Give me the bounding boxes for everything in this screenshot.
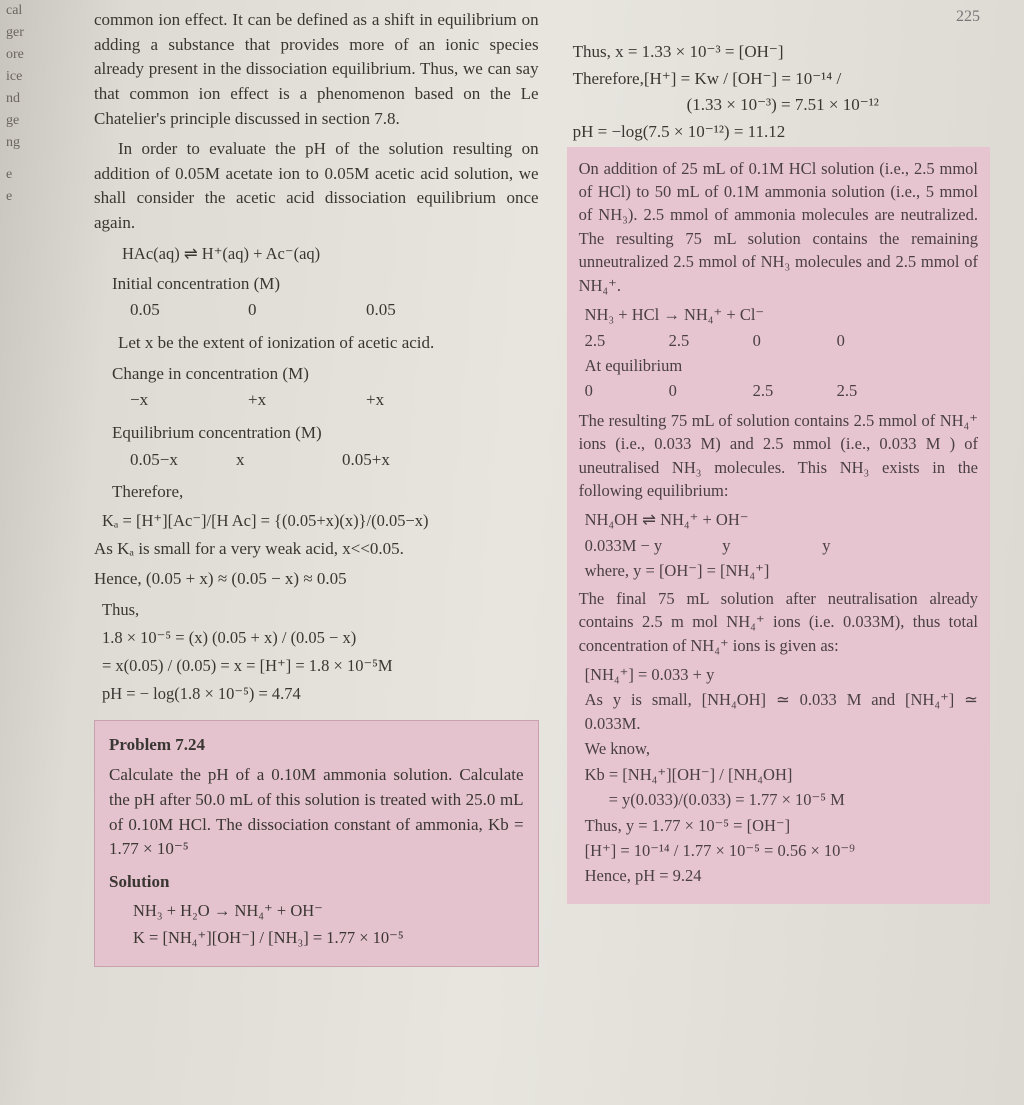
paragraph: Let x be the extent of ionization of ace…: [94, 331, 539, 356]
cell: 2.5: [585, 329, 625, 352]
cell: +x: [248, 388, 306, 413]
equation: NH₄OH ⇌ NH₄⁺ + OH⁻: [585, 508, 978, 531]
line: [H⁺] = 10⁻¹⁴ / 1.77 × 10⁻⁵ = 0.56 × 10⁻⁹: [585, 839, 978, 862]
line: As y is small, [NH₄OH] ≃ 0.033 M and [NH…: [585, 688, 978, 735]
equation: Kb = [NH₄⁺][OH⁻] / [NH₄OH]: [585, 763, 978, 786]
value-row: 0 0 2.5 2.5: [585, 379, 978, 402]
solution-block: On addition of 25 mL of 0.1M HCl solutio…: [567, 147, 990, 904]
line: Therefore,[H⁺] = Kw / [OH⁻] = 10⁻¹⁴ /: [573, 67, 990, 92]
row-label: Change in concentration (M): [112, 362, 539, 387]
value-row: 0.05 0 0.05: [130, 298, 539, 323]
tab: e: [0, 186, 40, 208]
equation: = y(0.033)/(0.033) = 1.77 × 10⁻⁵ M: [609, 788, 978, 811]
tab: e: [0, 164, 40, 186]
label: Therefore,: [112, 480, 539, 505]
equation: NH₃ + H₂O → NH₄⁺ + OH⁻: [133, 899, 524, 923]
value-row: 0.05−x x 0.05+x: [130, 448, 539, 473]
paragraph: The final 75 mL solution after neutralis…: [579, 587, 978, 657]
line: (1.33 × 10⁻³) = 7.51 × 10⁻¹²: [687, 93, 990, 118]
cell: 0: [753, 329, 793, 352]
tab: ore: [0, 44, 40, 66]
paragraph: The resulting 75 mL of solution contains…: [579, 409, 978, 503]
problem-box: Problem 7.24 Calculate the pH of a 0.10M…: [94, 720, 539, 968]
cell: 0.033M − y: [585, 534, 663, 557]
value-row: 0.033M − y y y: [585, 534, 978, 557]
equation: K = [NH₄⁺][OH⁻] / [NH₃] = 1.77 × 10⁻⁵: [133, 926, 524, 950]
equation: HAc(aq) ⇌ H⁺(aq) + Ac⁻(aq): [122, 242, 539, 266]
line: where, y = [OH⁻] = [NH₄⁺]: [585, 559, 978, 582]
cell: 0.05: [366, 298, 424, 323]
tab: ger: [0, 22, 40, 44]
paragraph: Hence, (0.05 + x) ≈ (0.05 − x) ≈ 0.05: [94, 567, 539, 592]
value-row: −x +x +x: [130, 388, 539, 413]
line: pH = −log(7.5 × 10⁻¹²) = 11.12: [573, 120, 990, 145]
cell: 0.05+x: [342, 448, 400, 473]
tab: nd: [0, 88, 40, 110]
paragraph: On addition of 25 mL of 0.1M HCl solutio…: [579, 157, 978, 298]
tab: cal: [0, 0, 40, 22]
cell: 0: [669, 379, 709, 402]
margin-index-tabs: cal ger ore ice nd ge ng e e: [0, 0, 40, 208]
cell: 0.05: [130, 298, 188, 323]
paragraph: common ion effect. It can be defined as …: [94, 8, 539, 131]
problem-body: Calculate the pH of a 0.10M ammonia solu…: [109, 763, 524, 862]
cell: y: [722, 534, 762, 557]
row-label: Equilibrium concentration (M): [112, 421, 539, 446]
left-column: common ion effect. It can be defined as …: [80, 8, 553, 1105]
cell: 0: [585, 379, 625, 402]
cell: −x: [130, 388, 188, 413]
page-number: 225: [956, 8, 980, 26]
cell: 0: [837, 329, 877, 352]
line: Hence, pH = 9.24: [585, 864, 978, 887]
equation: NH₃ + HCl → NH₄⁺ + Cl⁻: [585, 303, 978, 326]
textbook-page: 225 cal ger ore ice nd ge ng e e common …: [0, 0, 1024, 1105]
equation: Kₐ = [H⁺][Ac⁻]/[H Ac] = {(0.05+x)(x)}/(0…: [102, 509, 539, 533]
paragraph: As Kₐ is small for a very weak acid, x<<…: [94, 537, 539, 562]
row-label: Initial concentration (M): [112, 272, 539, 297]
cell: 0.05−x: [130, 448, 188, 473]
equation: pH = − log(1.8 × 10⁻⁵) = 4.74: [102, 682, 539, 706]
line: Thus, y = 1.77 × 10⁻⁵ = [OH⁻]: [585, 814, 978, 837]
tab: ng: [0, 132, 40, 154]
equation: = x(0.05) / (0.05) = x = [H⁺] = 1.8 × 10…: [102, 654, 539, 678]
cell: +x: [366, 388, 424, 413]
cell: 0: [248, 298, 306, 323]
line: [NH₄⁺] = 0.033 + y: [585, 663, 978, 686]
cell: x: [236, 448, 294, 473]
line: We know,: [585, 737, 978, 760]
label: Thus,: [102, 598, 539, 622]
line: Thus, x = 1.33 × 10⁻³ = [OH⁻]: [573, 40, 990, 65]
cell: 2.5: [837, 379, 877, 402]
equation: 1.8 × 10⁻⁵ = (x) (0.05 + x) / (0.05 − x): [102, 626, 539, 650]
tab: ge: [0, 110, 40, 132]
value-row: 2.5 2.5 0 0: [585, 329, 978, 352]
problem-title: Problem 7.24: [109, 733, 524, 758]
cell: 2.5: [753, 379, 793, 402]
cell: y: [822, 534, 862, 557]
tab: ice: [0, 66, 40, 88]
cell: 2.5: [669, 329, 709, 352]
paragraph: In order to evaluate the pH of the solut…: [94, 137, 539, 236]
right-column: Thus, x = 1.33 × 10⁻³ = [OH⁻] Therefore,…: [553, 8, 1004, 1105]
solution-label: Solution: [109, 870, 524, 895]
row-label: At equilibrium: [585, 354, 978, 377]
